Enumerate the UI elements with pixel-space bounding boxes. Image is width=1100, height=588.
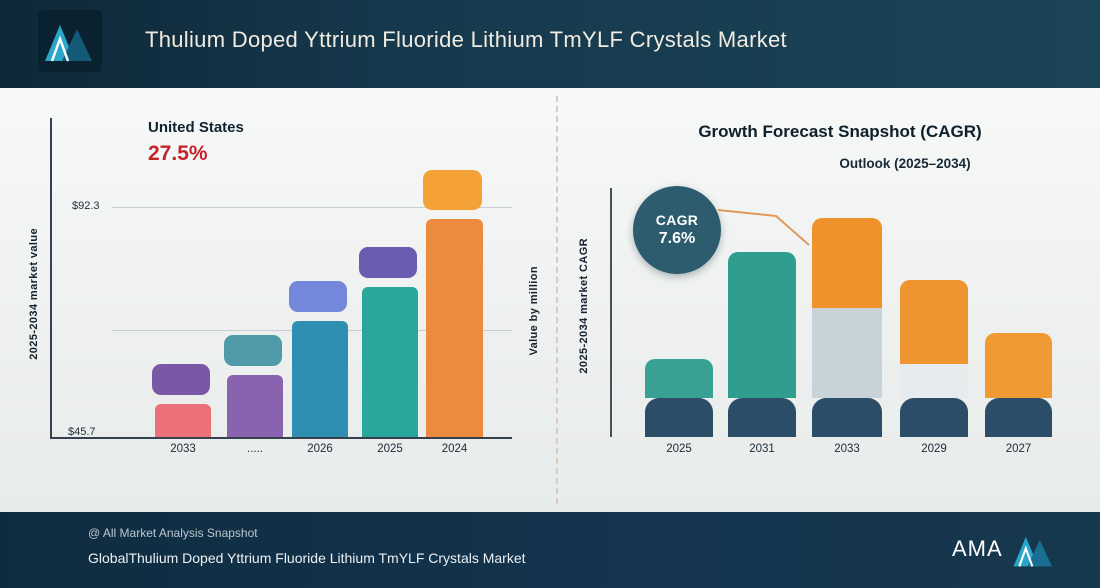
y-tick-bottom: $45.7 bbox=[68, 426, 96, 438]
page-title: Thulium Doped Yttrium Fluoride Lithium T… bbox=[145, 27, 787, 52]
x-tick-right-2027: 2027 bbox=[1005, 443, 1032, 455]
cagr-badge-value: 7.6% bbox=[658, 230, 696, 247]
x-tick-2033: 2033 bbox=[170, 443, 196, 455]
panel-divider bbox=[556, 96, 558, 504]
left-x-axis-line bbox=[50, 437, 512, 439]
bar-.....-cap bbox=[224, 335, 282, 366]
x-tick-right-2031: 2031 bbox=[749, 443, 775, 455]
main-area: $92.3 $45.7 United States 27.5% 2025-203… bbox=[0, 88, 1100, 512]
bar-2026-cap bbox=[289, 281, 347, 312]
bar-2033-top bbox=[812, 218, 882, 308]
bar-2033-body bbox=[155, 404, 211, 437]
bar-2025-base bbox=[645, 398, 713, 437]
region-percentage: 27.5% bbox=[148, 142, 208, 165]
bar-2033-cap bbox=[152, 364, 210, 395]
bar-2026-body bbox=[292, 321, 348, 437]
x-tick-.....: ..... bbox=[247, 443, 263, 455]
gridline-top bbox=[112, 207, 512, 208]
x-tick-2025: 2025 bbox=[377, 443, 403, 455]
y-tick-top: $92.3 bbox=[72, 200, 100, 212]
right-y-axis-line bbox=[610, 188, 612, 437]
bar-2031-base bbox=[728, 398, 796, 437]
x-tick-right-2033: 2033 bbox=[834, 443, 860, 455]
mountain-logo-icon bbox=[45, 25, 92, 62]
footer-brand-text: AMA bbox=[952, 536, 1003, 561]
footer-brand-logo bbox=[1008, 532, 1060, 573]
footer-tagline: @ All Market Analysis Snapshot bbox=[88, 526, 258, 540]
right-chart-subtitle: Outlook (2025–2034) bbox=[839, 156, 971, 171]
bar-2027-base bbox=[985, 398, 1052, 437]
bar-2031-top bbox=[728, 252, 796, 398]
bar-.....-body bbox=[227, 375, 283, 437]
bar-2029-base bbox=[900, 398, 968, 437]
x-tick-right-2029: 2029 bbox=[921, 443, 947, 455]
bar-2033-base bbox=[812, 398, 882, 437]
bar-2025-top bbox=[645, 359, 713, 398]
bar-2024-body bbox=[426, 219, 483, 437]
brand-logo bbox=[38, 10, 102, 72]
bar-2025-cap bbox=[359, 247, 417, 278]
left-y-axis-line bbox=[50, 118, 52, 438]
x-tick-2024: 2024 bbox=[441, 443, 468, 455]
footer-subtitle: GlobalThulium Doped Yttrium Fluoride Lit… bbox=[88, 550, 526, 566]
bar-2029-mid bbox=[900, 364, 968, 398]
chart-stage: 2033..... 2026 2025 2024 2025 2031 2033 2029 202… bbox=[0, 88, 1100, 512]
bar-2033-mid bbox=[812, 308, 882, 398]
x-tick-right-2025: 2025 bbox=[666, 443, 692, 455]
mountain-logo-icon-footer bbox=[1013, 536, 1052, 567]
bar-2029-top bbox=[900, 280, 968, 364]
cagr-badge: CAGR 7.6% bbox=[633, 186, 721, 274]
bar-2027-top bbox=[985, 333, 1052, 398]
region-label: United States bbox=[148, 119, 244, 136]
cagr-badge-label: CAGR bbox=[655, 212, 699, 228]
bar-2025-body bbox=[362, 287, 418, 437]
footer-bar: @ All Market Analysis Snapshot GlobalThu… bbox=[0, 512, 1100, 588]
header-bar: Thulium Doped Yttrium Fluoride Lithium T… bbox=[0, 0, 1100, 88]
right-chart-title: Growth Forecast Snapshot (CAGR) bbox=[698, 122, 982, 141]
bar-2024-cap bbox=[423, 170, 482, 210]
x-tick-2026: 2026 bbox=[307, 443, 333, 455]
